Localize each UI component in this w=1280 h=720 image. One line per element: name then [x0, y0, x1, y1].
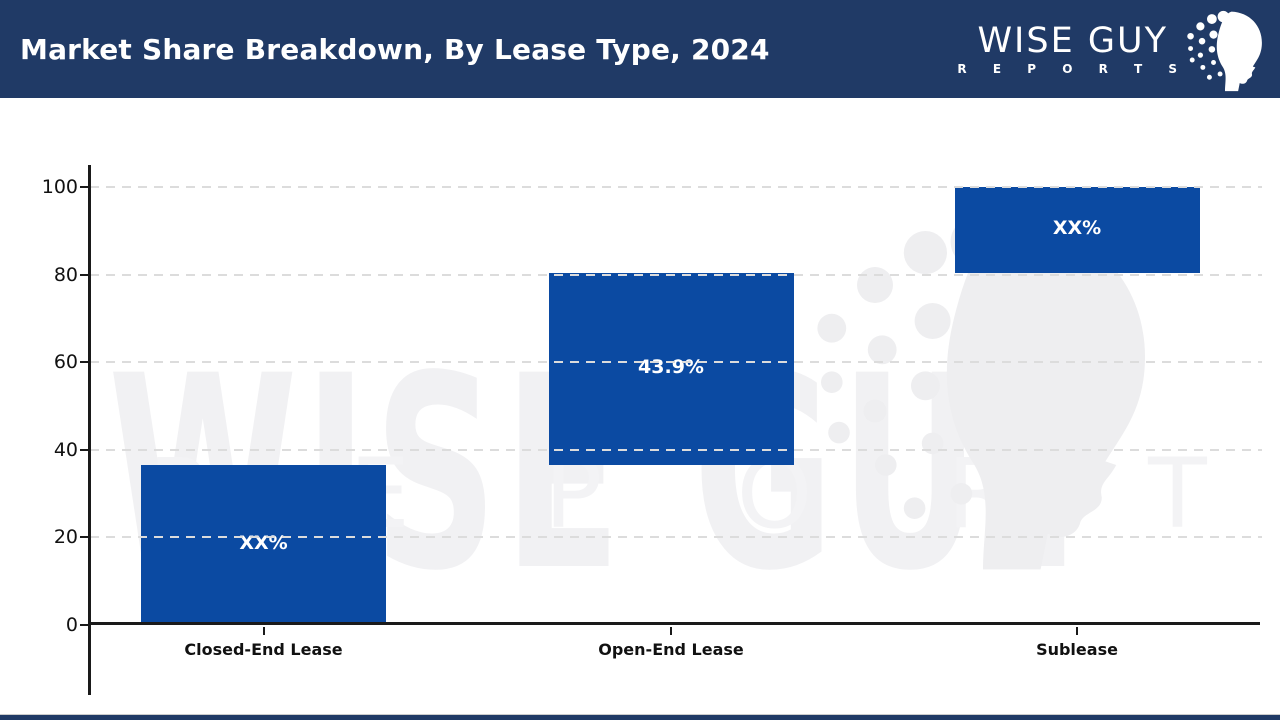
y-tick-mark [80, 448, 88, 451]
brand-logo: WISE GUY R E P O R T S [957, 8, 1266, 92]
x-category-label: Open-End Lease [598, 640, 744, 659]
bar-value-label: XX% [239, 532, 288, 555]
x-category-label: Closed-End Lease [184, 640, 343, 659]
y-axis-spine [88, 165, 91, 695]
y-tick-label: 100 [41, 176, 78, 198]
y-tick-mark [80, 536, 88, 539]
bar-value-label: XX% [1052, 216, 1102, 239]
footer-divider [0, 714, 1280, 715]
brand-wordmark: WISE GUY [977, 21, 1168, 61]
y-tick-label: 60 [53, 351, 78, 374]
x-tick-mark [670, 627, 672, 635]
y-tick-label: 80 [53, 263, 78, 286]
x-axis-spine [88, 622, 1260, 625]
bar-value-label: 43.9% [638, 355, 704, 378]
x-tick-mark [1076, 627, 1078, 635]
dotted-head-icon [1187, 10, 1262, 92]
y-tick-label: 20 [53, 526, 78, 549]
page-title: Market Share Breakdown, By Lease Type, 2… [20, 32, 770, 66]
brand-logo-text: WISE GUY R E P O R T S [957, 22, 1188, 76]
header-bar: Market Share Breakdown, By Lease Type, 2… [0, 0, 1280, 98]
gridline [90, 273, 1262, 276]
y-tick-mark [80, 624, 88, 626]
gridline [90, 186, 1262, 188]
bar-segment: XX% [954, 187, 1200, 273]
y-tick-label: 0 [65, 614, 78, 636]
y-tick-mark [80, 273, 88, 276]
bar-segment: 43.9% [548, 272, 794, 466]
footer-bar [0, 715, 1280, 720]
gridline [90, 536, 1262, 539]
y-tick-label: 40 [53, 438, 78, 461]
y-tick-mark [80, 186, 88, 188]
chart-area: WISE GUY R E P O R T S XX%43.9%XX%020406… [0, 98, 1280, 714]
x-tick-mark [262, 627, 265, 635]
brand-subtext: R E P O R T S [957, 62, 1188, 76]
y-tick-mark [80, 361, 88, 364]
gridline [90, 448, 1262, 451]
x-category-label: Sublease [1036, 640, 1118, 659]
bar-segment: XX% [141, 465, 386, 625]
gridline [90, 361, 1262, 364]
